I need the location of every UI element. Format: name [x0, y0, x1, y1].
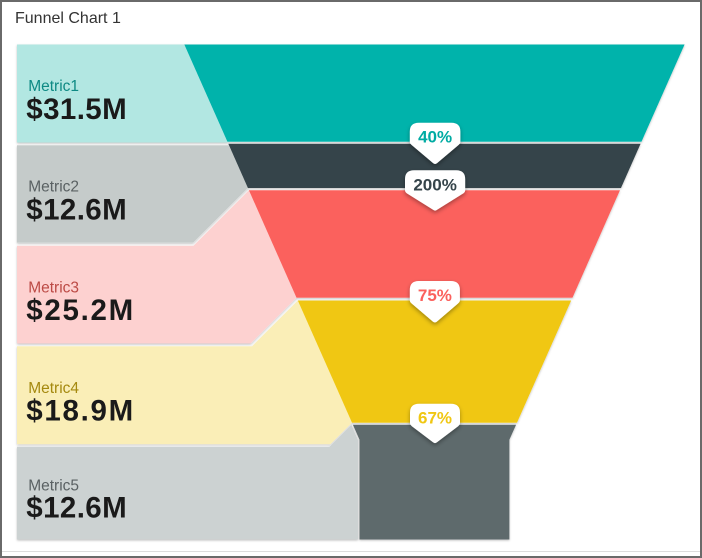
svg-text:200%: 200%: [413, 176, 456, 195]
svg-text:Metric3: Metric3: [28, 279, 79, 296]
svg-text:75%: 75%: [418, 286, 452, 305]
svg-text:$31.5M: $31.5M: [26, 93, 127, 126]
svg-text:$12.6M: $12.6M: [26, 194, 127, 227]
svg-text:$18.9M: $18.9M: [26, 395, 135, 428]
svg-text:Metric5: Metric5: [28, 477, 79, 494]
svg-text:Metric4: Metric4: [28, 380, 79, 397]
svg-text:Metric1: Metric1: [28, 78, 79, 95]
svg-text:40%: 40%: [418, 128, 452, 147]
svg-text:Metric2: Metric2: [28, 179, 79, 196]
svg-text:$25.2M: $25.2M: [26, 294, 135, 327]
svg-text:67%: 67%: [418, 409, 452, 428]
svg-text:$12.6M: $12.6M: [26, 491, 127, 524]
